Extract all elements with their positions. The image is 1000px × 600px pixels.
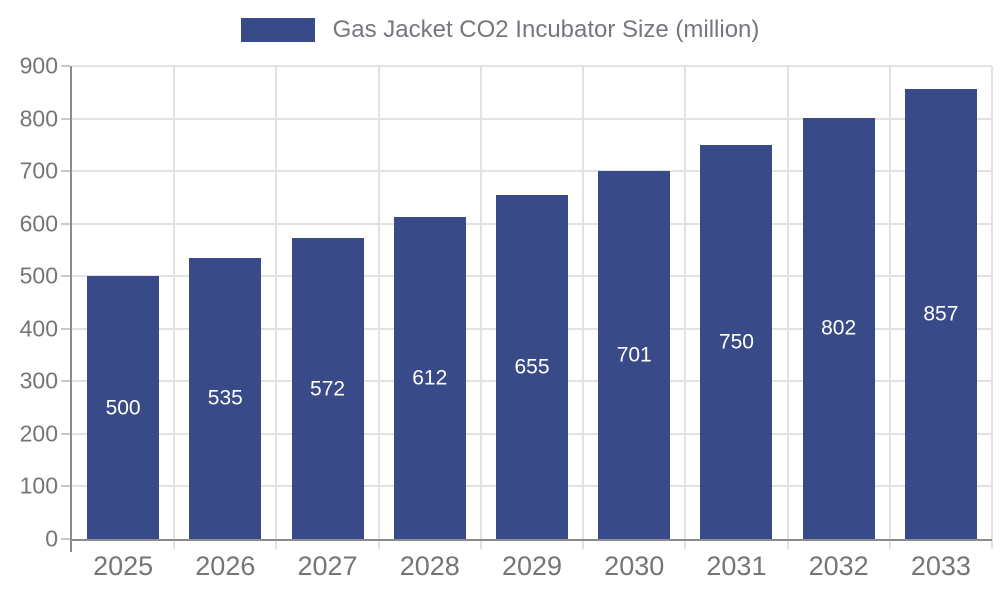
v-gridline bbox=[275, 66, 278, 549]
y-tick-label: 100 bbox=[19, 472, 58, 499]
bar-2033[interactable]: 857 bbox=[904, 88, 977, 539]
y-axis-tick bbox=[61, 380, 70, 383]
x-axis-line bbox=[70, 539, 992, 541]
x-tick-label-2028: 2028 bbox=[399, 551, 460, 581]
y-tick-label: 700 bbox=[19, 157, 58, 184]
x-tick-label-2033: 2033 bbox=[910, 551, 971, 581]
v-gridline bbox=[479, 66, 482, 549]
bar-value-label: 500 bbox=[105, 396, 141, 420]
y-tick-label: 0 bbox=[45, 525, 58, 552]
y-axis-line bbox=[70, 66, 72, 552]
h-gridline bbox=[72, 170, 992, 173]
bar-value-label: 802 bbox=[821, 316, 857, 340]
v-gridline bbox=[377, 66, 380, 549]
chart-legend[interactable]: Gas Jacket CO2 Incubator Size (million) bbox=[0, 16, 1000, 43]
bar-2027[interactable]: 572 bbox=[291, 238, 364, 539]
bar-2028[interactable]: 612 bbox=[393, 217, 466, 539]
y-tick-label: 200 bbox=[19, 420, 58, 447]
h-gridline bbox=[72, 117, 992, 120]
x-tick-label-2026: 2026 bbox=[195, 551, 256, 581]
x-tick-label-2027: 2027 bbox=[297, 551, 358, 581]
bar-value-label: 535 bbox=[207, 386, 243, 410]
bar-value-label: 612 bbox=[412, 366, 448, 390]
x-tick-label-2030: 2030 bbox=[604, 551, 665, 581]
y-tick-label: 300 bbox=[19, 367, 58, 394]
bar-2032[interactable]: 802 bbox=[802, 117, 875, 539]
v-gridline bbox=[582, 66, 585, 549]
legend-swatch bbox=[240, 18, 315, 43]
y-axis-tick bbox=[61, 117, 70, 120]
y-tick-label: 800 bbox=[19, 105, 58, 132]
bar-2026[interactable]: 535 bbox=[189, 257, 262, 539]
bar-2025[interactable]: 500 bbox=[87, 276, 160, 539]
x-tick-label-2031: 2031 bbox=[706, 551, 767, 581]
bar-2031[interactable]: 750 bbox=[700, 144, 773, 539]
x-tick-label-2025: 2025 bbox=[93, 551, 154, 581]
bar-value-label: 655 bbox=[514, 355, 550, 379]
bar-value-label: 750 bbox=[718, 330, 754, 354]
y-tick-label: 500 bbox=[19, 262, 58, 289]
legend-label: Gas Jacket CO2 Incubator Size (million) bbox=[332, 16, 760, 43]
x-tick-label-2029: 2029 bbox=[501, 551, 563, 581]
y-tick-label: 900 bbox=[19, 52, 58, 79]
bar-2030[interactable]: 701 bbox=[598, 170, 671, 539]
v-gridline bbox=[991, 66, 993, 549]
y-axis-tick bbox=[61, 432, 70, 435]
y-axis-tick bbox=[61, 65, 70, 67]
y-axis-tick bbox=[61, 485, 70, 488]
v-gridline bbox=[684, 66, 687, 549]
bar-value-label: 572 bbox=[310, 377, 346, 401]
y-axis-tick bbox=[61, 538, 70, 540]
h-gridline bbox=[72, 65, 992, 67]
v-gridline bbox=[173, 66, 176, 549]
y-tick-label: 400 bbox=[19, 315, 58, 342]
bar-value-label: 857 bbox=[923, 302, 959, 326]
plot-area: 500 535 572 612 655 701 750 802 857 0 100 200 300 40… bbox=[20, 54, 993, 580]
x-tick-label-2032: 2032 bbox=[808, 551, 869, 581]
bar-2029[interactable]: 655 bbox=[496, 194, 568, 539]
y-tick-label: 600 bbox=[19, 210, 58, 237]
v-gridline bbox=[786, 66, 789, 549]
v-gridline bbox=[888, 66, 891, 549]
bar-value-label: 701 bbox=[616, 343, 652, 367]
y-axis-tick bbox=[61, 275, 70, 278]
y-axis-tick bbox=[61, 170, 70, 173]
y-axis-tick bbox=[61, 327, 70, 330]
y-axis-tick bbox=[61, 222, 70, 225]
